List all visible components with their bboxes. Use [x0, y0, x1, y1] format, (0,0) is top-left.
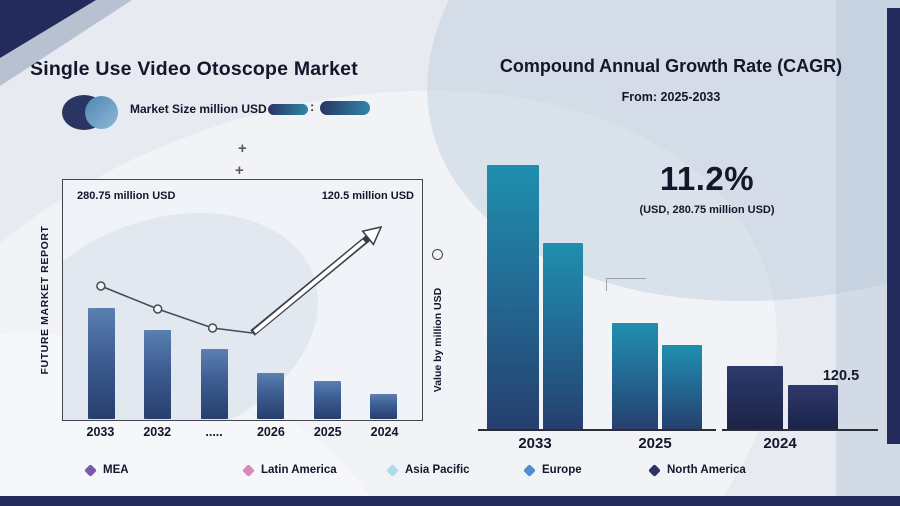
plus-mark: +: [235, 162, 244, 179]
cagr-bar-secondary: [788, 385, 838, 430]
axis-baseline: [478, 429, 716, 431]
legend-diamond-icon: [648, 463, 661, 477]
cagr-bar-secondary: [543, 243, 583, 430]
market-bar: [200, 349, 228, 419]
cagr-bar-primary: [612, 323, 658, 430]
side-axis-label: FUTURE MARKET REPORT: [39, 225, 51, 375]
decorative-bracket: [606, 278, 646, 291]
cagr-2024-value: 120.5: [822, 368, 860, 384]
pill-separator: :: [310, 99, 315, 114]
gradient-pill-small: [268, 104, 308, 115]
coin-stack-icon-light: [85, 96, 118, 129]
coin-stack-icon: [62, 94, 120, 131]
legend-label: Europe: [542, 464, 582, 476]
cagr-detail: (USD, 280.75 million USD): [639, 204, 775, 216]
gradient-pill-large: [320, 101, 370, 115]
end-value-label: 120.5 million USD: [321, 190, 414, 202]
legend-item: North America: [648, 463, 746, 477]
market-size-x-axis: 2033 2032..... 2026 2025 2024: [62, 425, 423, 439]
value-axis-label: Value by million USD: [432, 287, 444, 393]
legend-label: Latin America: [261, 464, 337, 476]
legend-diamond-icon: [84, 463, 97, 477]
market-bar: [257, 373, 285, 419]
axis-baseline: [722, 429, 878, 431]
cagr-bar-secondary: [662, 345, 702, 430]
trend-line-arrow: [96, 225, 383, 336]
market-bar: [144, 330, 172, 419]
legend-item: Europe: [523, 463, 582, 477]
market-bar: [313, 381, 341, 419]
legend-diamond-icon: [242, 463, 255, 477]
market-bar: [87, 308, 115, 419]
legend-label: Asia Pacific: [405, 464, 470, 476]
legend-item: Asia Pacific: [386, 463, 470, 477]
start-value-label: 280.75 million USD: [77, 190, 176, 202]
cagr-percentage: 11.2%: [659, 160, 755, 197]
market-bar: [370, 394, 398, 419]
legend-label: MEA: [103, 464, 129, 476]
x-axis-label: 2024: [370, 425, 399, 439]
x-axis-label: 2025: [313, 425, 342, 439]
cagr-subtitle: From: 2025-2033: [621, 90, 721, 104]
market-size-label: Market Size million USD: [130, 102, 267, 116]
legend-item: MEA: [84, 463, 129, 477]
cagr-chart-title: Compound Annual Growth Rate (CAGR): [499, 56, 843, 76]
x-axis-label: 2033: [86, 425, 115, 439]
circle-marker-icon: [432, 249, 443, 260]
cagr-x-axis-label: 2033: [518, 435, 552, 452]
cagr-x-axis-label: 2025: [638, 435, 672, 452]
legend-diamond-icon: [386, 463, 399, 477]
corner-decoration-navy: [0, 0, 96, 58]
cagr-x-axis-label: 2024: [763, 435, 797, 452]
legend-diamond-icon: [523, 463, 536, 477]
bottom-edge-bar: [0, 496, 900, 506]
x-axis-label: .....: [205, 425, 223, 439]
market-size-chart: 280.75 million USD 120.5 million USD: [62, 179, 423, 421]
plus-mark: +: [238, 140, 247, 157]
right-edge-bar: [887, 8, 900, 444]
cagr-bar-primary: [727, 366, 783, 430]
cagr-chart: 2033 2025 2024: [470, 150, 882, 452]
market-size-bars: [63, 180, 422, 420]
cagr-bar-primary: [487, 165, 539, 430]
x-axis-label: 2032: [143, 425, 172, 439]
x-axis-label: 2026: [256, 425, 285, 439]
legend-label: North America: [667, 464, 746, 476]
legend-item: Latin America: [242, 463, 337, 477]
